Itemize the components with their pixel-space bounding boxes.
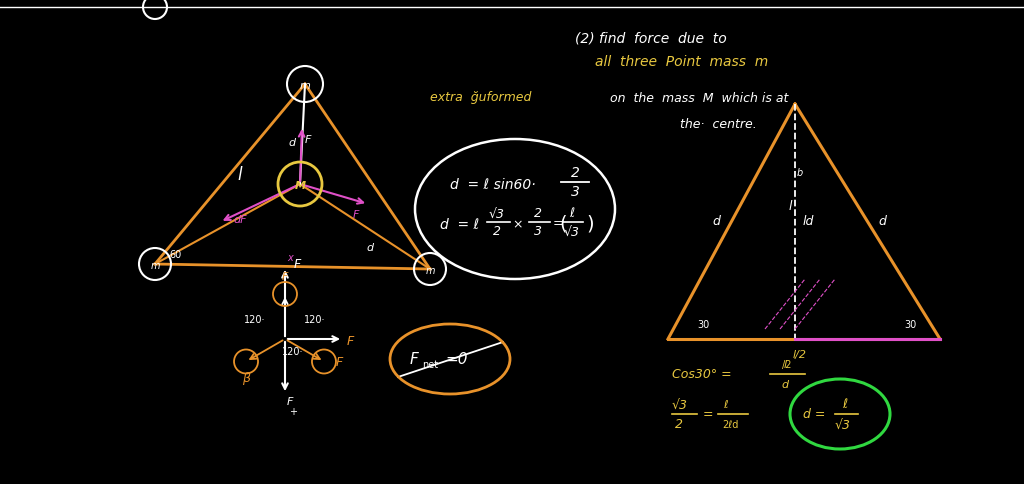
Text: 120·: 120· bbox=[245, 314, 266, 324]
Text: d  = ℓ sin60·: d = ℓ sin60· bbox=[450, 178, 536, 192]
Text: F: F bbox=[305, 135, 311, 145]
Text: d: d bbox=[367, 242, 374, 253]
Text: m: m bbox=[300, 81, 310, 91]
Text: β: β bbox=[242, 371, 250, 384]
Text: F: F bbox=[335, 355, 343, 368]
Text: (: ( bbox=[559, 214, 567, 233]
Text: +: + bbox=[289, 406, 297, 416]
Text: ×: × bbox=[513, 218, 523, 231]
Text: ld: ld bbox=[803, 215, 814, 228]
Text: F: F bbox=[287, 396, 293, 406]
Text: x: x bbox=[287, 253, 293, 262]
Text: m: m bbox=[151, 260, 160, 271]
Text: 120·: 120· bbox=[304, 314, 326, 324]
Text: 2: 2 bbox=[534, 207, 542, 220]
Text: d: d bbox=[781, 379, 788, 389]
Text: √3: √3 bbox=[835, 418, 851, 431]
Text: 120·: 120· bbox=[283, 346, 304, 356]
Text: 2: 2 bbox=[493, 225, 501, 238]
Text: /2: /2 bbox=[782, 359, 792, 369]
Text: d: d bbox=[289, 138, 296, 148]
Text: √3: √3 bbox=[564, 225, 580, 238]
Text: d: d bbox=[878, 215, 886, 228]
Text: l: l bbox=[783, 359, 786, 369]
Text: F: F bbox=[293, 258, 301, 271]
Text: =: = bbox=[553, 217, 563, 230]
Text: ℓ: ℓ bbox=[723, 399, 727, 409]
Text: ℓ: ℓ bbox=[843, 398, 848, 410]
Text: =0: =0 bbox=[445, 352, 468, 367]
Text: m: m bbox=[425, 265, 435, 275]
Text: F: F bbox=[410, 352, 419, 367]
Text: √3: √3 bbox=[672, 398, 688, 410]
Text: the·  centre.: the· centre. bbox=[680, 118, 757, 131]
Text: 2: 2 bbox=[570, 166, 580, 180]
Text: 2: 2 bbox=[675, 418, 683, 431]
Text: 30: 30 bbox=[697, 319, 710, 329]
Text: M: M bbox=[295, 181, 305, 191]
Text: ): ) bbox=[586, 214, 594, 233]
Text: (2) find  force  due  to: (2) find force due to bbox=[575, 31, 727, 45]
Text: √3: √3 bbox=[489, 207, 505, 220]
Text: ℓ: ℓ bbox=[569, 207, 574, 220]
Text: F: F bbox=[353, 210, 359, 220]
Text: d  = ℓ: d = ℓ bbox=[440, 217, 479, 231]
Text: extra  ğuformed: extra ğuformed bbox=[430, 91, 531, 104]
Text: l: l bbox=[788, 200, 792, 213]
Text: 30: 30 bbox=[904, 319, 916, 329]
Text: dF: dF bbox=[233, 214, 247, 225]
Text: d: d bbox=[712, 215, 720, 228]
Text: all  three  Point  mass  m: all three Point mass m bbox=[595, 55, 768, 69]
Text: Cos30° =: Cos30° = bbox=[672, 368, 731, 381]
Text: l: l bbox=[238, 166, 243, 183]
Text: 2ℓd: 2ℓd bbox=[722, 419, 738, 429]
Text: net: net bbox=[422, 359, 438, 369]
Text: b: b bbox=[797, 167, 803, 178]
Text: d =: d = bbox=[803, 408, 825, 421]
Text: =: = bbox=[703, 408, 714, 421]
Text: F: F bbox=[346, 335, 353, 348]
Text: 3: 3 bbox=[534, 225, 542, 238]
Text: l/2: l/2 bbox=[793, 349, 807, 359]
Text: 60: 60 bbox=[169, 249, 181, 259]
Text: F: F bbox=[282, 272, 288, 281]
Text: on  the  mass  M  which is at: on the mass M which is at bbox=[610, 91, 788, 104]
Text: 3: 3 bbox=[570, 184, 580, 198]
